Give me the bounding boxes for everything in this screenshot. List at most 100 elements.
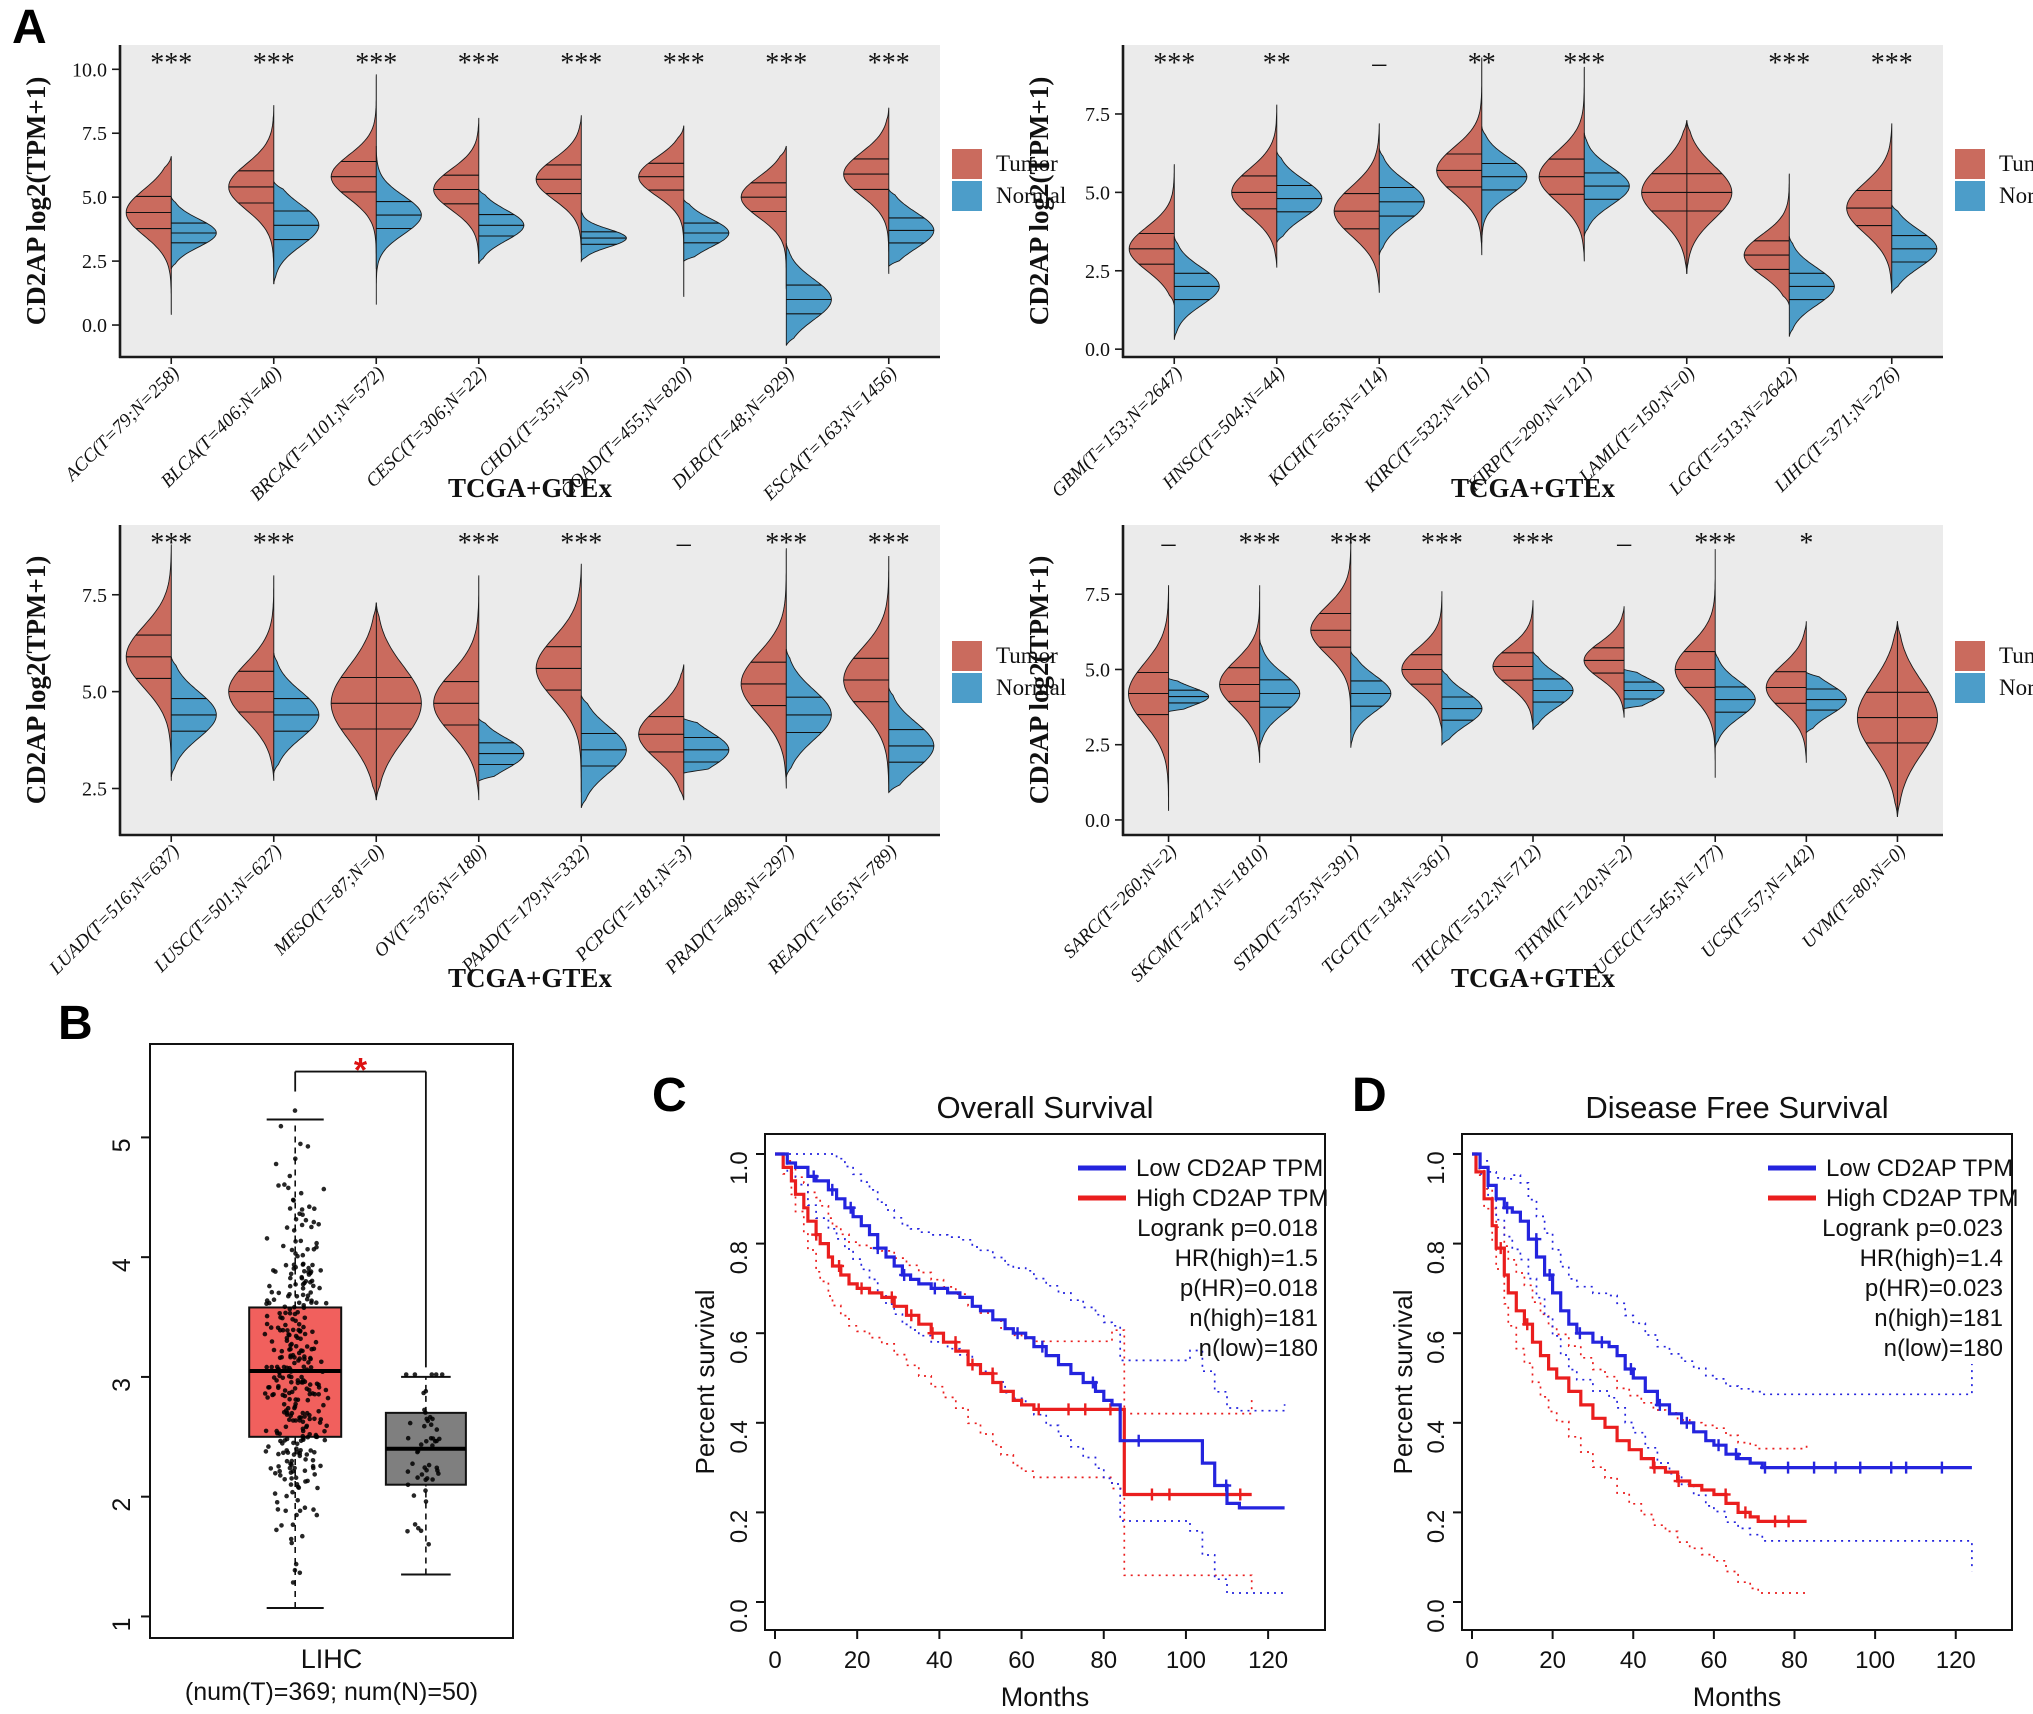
sample-point [277,1311,282,1316]
violin-group [843,107,935,274]
stat-line: p(HR)=0.023 [1865,1275,2003,1302]
sample-point [270,1392,275,1398]
sample-point [268,1466,274,1471]
y-axis-title: Percent survival [1390,1290,1418,1475]
sample-point [287,1397,292,1402]
sample-point [294,1294,300,1299]
sample-point [297,1356,302,1361]
sample-point [412,1372,418,1377]
sample-point [264,1313,270,1319]
stat-line: n(high)=181 [1874,1305,2003,1332]
panel-a-label: A [12,1,47,54]
panel-c-label: C [652,1069,687,1122]
sample-point [277,1373,282,1379]
legend-violin-1: Tumor Normal [952,148,1066,212]
sample-point [311,1219,317,1225]
sample-point [307,1416,312,1422]
x-tick-label: 20 [844,1647,871,1674]
sample-point [302,1269,307,1274]
violin-group [1856,621,1938,817]
violin-group [843,555,935,794]
sample-point [426,1542,432,1547]
sample-point [314,1244,319,1250]
sample-point [296,1350,302,1356]
sample-point [433,1372,439,1377]
sample-point [314,1512,320,1518]
sample-point [301,1261,306,1267]
sample-point [298,1190,304,1196]
sample-point [419,1472,425,1477]
sample-point [425,1418,431,1424]
sample-point [410,1461,415,1466]
sample-point [322,1429,327,1434]
violin-group [1219,585,1301,763]
sample-point [313,1434,319,1440]
legend-tumor-label: Tumor [1999,151,2033,176]
sample-point [315,1485,320,1491]
sample-point [287,1311,293,1316]
y-tick-label: 2.5 [1085,261,1110,283]
sample-point [294,1446,299,1451]
sample-point [302,1468,308,1473]
sample-point [278,1123,284,1129]
tumor-violin [1333,123,1380,293]
sample-point [300,1286,306,1291]
x-tick-label: 80 [1781,1647,1808,1674]
sample-point [302,1414,307,1419]
significance-marker: *** [1768,48,1810,79]
x-axis-title: Months [1693,1682,1782,1712]
normal-violin [580,210,627,263]
significance-marker: *** [868,48,910,79]
sample-point [308,1365,314,1370]
sample-point [278,1438,283,1444]
sample-point [274,1527,279,1533]
sample-point [312,1472,317,1477]
sample-point [293,1344,299,1349]
tumor-violin [1686,120,1733,274]
sample-point [430,1436,436,1441]
sample-point [279,1354,284,1360]
violin-group [228,575,320,781]
sample-point [293,1282,298,1287]
sample-point [273,1471,278,1476]
sample-point [289,1380,294,1385]
tumor-violin [228,575,275,781]
tumor-violin [330,74,377,269]
sample-point [405,1482,411,1488]
normal-violin [1805,671,1847,734]
y-tick-label: 7.5 [1085,584,1110,606]
sample-point [303,1479,308,1484]
tumor-violin [740,548,787,789]
sample-point [430,1443,435,1448]
sample-point [316,1392,321,1397]
significance-marker: *** [150,528,192,559]
sample-point [439,1372,445,1377]
sample-point [275,1507,281,1512]
sample-point [281,1410,287,1415]
legend-normal-label: Normal [1999,675,2033,700]
sample-point [304,1410,310,1416]
y-tick-label: 0.0 [726,1599,753,1632]
sample-point [295,1484,301,1490]
violin-group [1538,66,1630,262]
stat-line: n(low)=180 [1199,1335,1318,1362]
sample-point [275,1366,281,1372]
sample-point [271,1347,277,1353]
legend-tumor-label: Tumor [1999,643,2033,668]
x-axis-label: LIHC [301,1644,363,1674]
sample-point [293,1217,299,1222]
y-tick-label: 2.5 [1085,735,1110,757]
y-tick-label: 4 [108,1258,136,1272]
sample-point [290,1580,296,1585]
sample-point [273,1161,279,1167]
violin-group [1401,591,1483,746]
sample-point [285,1328,290,1333]
tumor-violin [638,125,685,297]
sample-point [313,1339,319,1345]
violin-group [1583,606,1665,718]
sample-point [273,1269,278,1274]
ci-upper-high [1472,1153,1808,1450]
sample-point [288,1482,294,1487]
sample-point [283,1322,288,1328]
sample-point [289,1247,295,1253]
